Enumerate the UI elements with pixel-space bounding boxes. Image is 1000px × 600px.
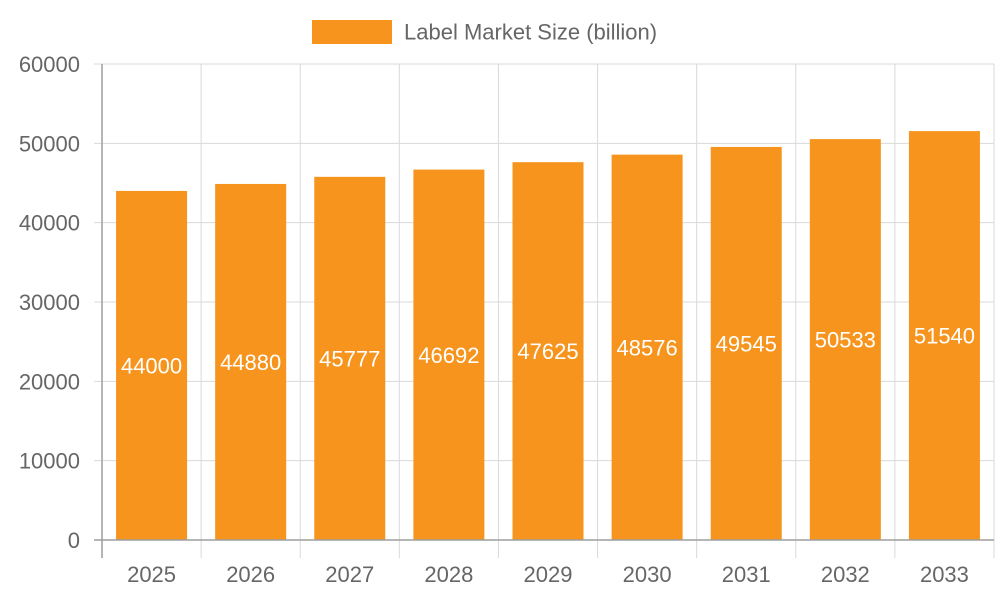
y-tick-label: 50000 bbox=[19, 131, 80, 156]
legend-label: Label Market Size (billion) bbox=[404, 20, 657, 45]
y-axis-tick-labels: 0 10000 20000 30000 40000 50000 60000 bbox=[19, 52, 80, 553]
bar-2031[interactable] bbox=[710, 146, 782, 540]
x-tick-label-2030: 2030 bbox=[623, 562, 672, 587]
data-label-2030: 48576 bbox=[617, 335, 678, 360]
bar-2027[interactable] bbox=[314, 176, 386, 540]
x-tick-label-2032: 2032 bbox=[821, 562, 870, 587]
data-label-2031: 49545 bbox=[716, 331, 777, 356]
bar-2029[interactable] bbox=[512, 162, 584, 540]
data-label-2026: 44880 bbox=[220, 350, 281, 375]
legend-swatch bbox=[312, 20, 392, 44]
data-label-2033: 51540 bbox=[914, 324, 975, 349]
y-tick-label: 20000 bbox=[19, 369, 80, 394]
x-tick-label-2026: 2026 bbox=[226, 562, 275, 587]
x-tick-label-2033: 2033 bbox=[920, 562, 969, 587]
data-label-2025: 44000 bbox=[121, 353, 182, 378]
x-axis-tick-labels: 2025 2026 2027 2028 2029 2030 2031 2032 2033 bbox=[127, 562, 969, 587]
data-label-2032: 50533 bbox=[815, 328, 876, 353]
bar-2033[interactable] bbox=[908, 131, 980, 540]
bars bbox=[116, 131, 980, 540]
y-tick-label: 60000 bbox=[19, 52, 80, 77]
data-label-2027: 45777 bbox=[319, 346, 380, 371]
bar-2030[interactable] bbox=[611, 154, 683, 540]
x-tick-label-2028: 2028 bbox=[424, 562, 473, 587]
data-labels: 44000 44880 45777 46692 47625 48576 49545 50533… bbox=[121, 324, 975, 379]
y-tick-label: 10000 bbox=[19, 449, 80, 474]
bar-2028[interactable] bbox=[413, 169, 485, 540]
x-tick-label-2027: 2027 bbox=[325, 562, 374, 587]
bar-2032[interactable] bbox=[809, 139, 881, 540]
y-tick-label: 0 bbox=[68, 528, 80, 553]
gridlines bbox=[94, 63, 995, 558]
legend[interactable]: Label Market Size (billion) bbox=[312, 20, 657, 45]
axes bbox=[94, 64, 994, 558]
x-tick-label-2029: 2029 bbox=[524, 562, 573, 587]
x-tick-label-2025: 2025 bbox=[127, 562, 176, 587]
x-tick-label-2031: 2031 bbox=[722, 562, 771, 587]
y-tick-label: 40000 bbox=[19, 211, 80, 236]
bar-2026[interactable] bbox=[215, 183, 287, 540]
data-label-2029: 47625 bbox=[517, 339, 578, 364]
data-label-2028: 46692 bbox=[418, 343, 479, 368]
y-tick-label: 30000 bbox=[19, 290, 80, 315]
bar-2025[interactable] bbox=[116, 190, 188, 540]
